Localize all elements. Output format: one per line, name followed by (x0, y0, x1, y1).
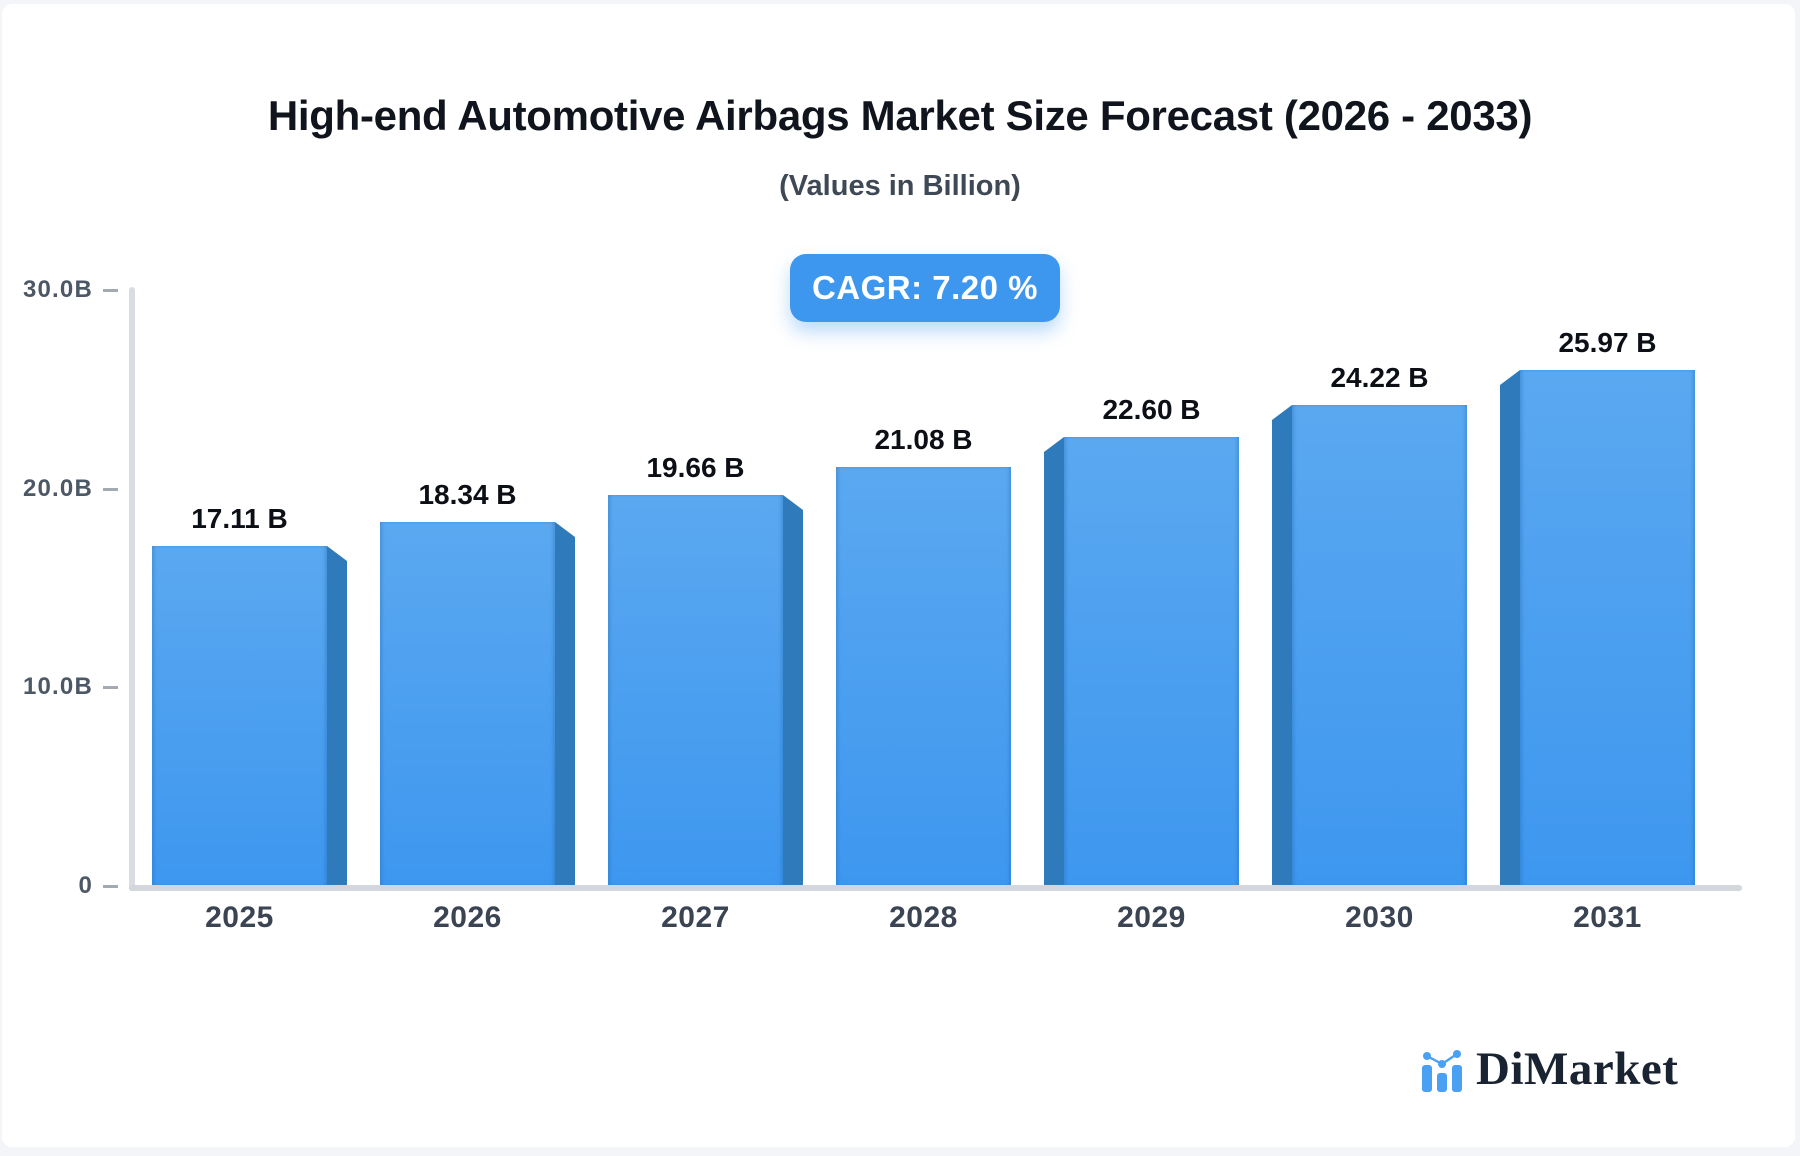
cagr-badge-label: CAGR: 7.20 % (811, 269, 1039, 306)
bar-2030 (1272, 404, 1467, 886)
x-axis-label: 2031 (1573, 901, 1642, 934)
y-axis-label: 30.0B (22, 276, 93, 303)
x-axis-label: 2027 (661, 901, 730, 934)
y-axis-tick (103, 289, 118, 292)
plot-area: 17.11 B 18.34 B 19.66 B 21.08 B 22.60 B 24.22… (152, 327, 1695, 886)
y-axis-label: 0 (78, 872, 93, 899)
x-axis-label: 2026 (433, 901, 502, 934)
bar-side-face (1044, 437, 1064, 886)
chart-title: High-end Automotive Airbags Market Size … (267, 92, 1533, 139)
bar-chart-trend-icon (1421, 1046, 1463, 1092)
dimarket-logo: DiMarket (1421, 1038, 1679, 1095)
x-axis-label: 2030 (1345, 901, 1414, 934)
bar-side-face (1500, 370, 1520, 886)
bar-2029 (1044, 437, 1239, 886)
cagr-badge: CAGR: 7.20 % (790, 254, 1060, 322)
y-axis-label: 10.0B (22, 673, 93, 701)
y-axis-line (129, 287, 135, 891)
bar-value-label: 17.11 B (191, 503, 288, 535)
bar-value-label: 18.34 B (418, 478, 517, 510)
bar-2027 (608, 495, 803, 886)
chart-subtitle: (Values in Billion) (779, 170, 1021, 202)
bar-side-face (1272, 404, 1292, 886)
bar-value-label: 24.22 B (1330, 361, 1429, 393)
x-axis-label: 2029 (1117, 901, 1186, 934)
bar-value-label: 21.08 B (874, 424, 973, 456)
x-axis-label: 2025 (205, 901, 274, 934)
bar-value-label: 25.97 B (1558, 327, 1657, 359)
bar-side-face (327, 546, 347, 886)
x-axis-line (129, 885, 1742, 891)
bar-2026 (380, 521, 575, 886)
y-axis-tick (103, 487, 118, 491)
bar-side-face (783, 495, 803, 886)
bar-side-face (555, 521, 575, 886)
bar-value-label: 19.66 B (646, 452, 745, 484)
y-axis-tick (103, 686, 118, 690)
bar-2028 (836, 467, 1011, 886)
x-axis-label: 2028 (889, 901, 958, 934)
logo-text: DiMarket (1476, 1043, 1679, 1095)
bar-value-label: 22.60 B (1102, 394, 1201, 425)
y-axis-label: 20.0B (22, 474, 93, 502)
bar-2031 (1500, 370, 1695, 886)
y-axis-tick (103, 885, 118, 888)
bar-2025 (152, 546, 347, 886)
